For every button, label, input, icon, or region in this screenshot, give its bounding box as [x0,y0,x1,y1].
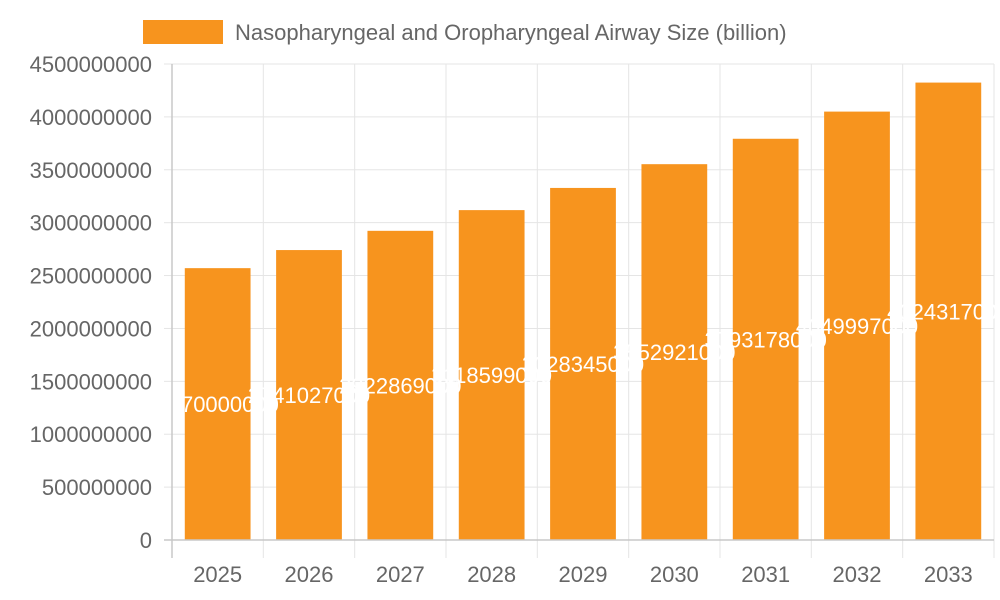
y-tick-label: 4500000000 [30,52,152,77]
bar[interactable] [915,82,982,540]
bar-value-label: 3328345000 [522,352,644,377]
y-tick-label: 1000000000 [30,422,152,447]
y-tick-label: 0 [140,528,152,553]
legend-swatch [143,20,223,44]
y-tick-label: 3500000000 [30,158,152,183]
x-tick-label: 2026 [285,562,334,587]
bar-value-label: 4049997000 [796,314,918,339]
bar[interactable] [732,138,799,541]
bar-value-label: 3118599000 [431,363,552,388]
bar[interactable] [824,111,890,541]
x-tick-label: 2027 [376,562,425,587]
y-tick-label: 500000000 [42,475,152,500]
bar-value-label: 4324317000 [887,299,1000,324]
y-axis-ticks: 0 500000000 1000000000 1500000000 2000000000… [30,52,152,553]
data-labels: 2570000000274102700029228690003118599000… [156,299,1000,417]
y-tick-label: 2000000000 [30,316,152,341]
axes [164,64,994,558]
x-tick-label: 2028 [467,562,516,587]
bar[interactable] [184,268,251,540]
x-tick-label: 2032 [833,562,882,587]
bar[interactable] [276,250,342,541]
legend[interactable]: Nasopharyngeal and Oropharyngeal Airway … [143,20,787,45]
x-tick-label: 2025 [193,562,242,587]
y-tick-label: 3000000000 [30,211,152,236]
bar-value-label: 2922869000 [339,373,461,398]
bar-value-label: 3793178000 [704,327,826,352]
y-tick-label: 2500000000 [30,264,152,289]
bar[interactable] [367,230,434,540]
bars [184,82,982,541]
legend-label: Nasopharyngeal and Oropharyngeal Airway … [235,20,787,45]
x-tick-label: 2030 [650,562,699,587]
bar-value-label: 3552921000 [613,340,735,365]
bar[interactable] [458,210,525,540]
bar[interactable] [550,187,616,540]
y-tick-label: 4000000000 [30,105,152,130]
y-tick-label: 1500000000 [30,369,152,394]
bar-value-label: 2570000000 [156,392,278,417]
x-tick-label: 2031 [741,562,790,587]
x-axis-ticks: 2025 2026 2027 2028 2029 2030 2031 2032 2033 [193,562,973,587]
x-tick-label: 2029 [559,562,608,587]
x-tick-label: 2033 [924,562,973,587]
bar[interactable] [641,164,708,540]
bar-value-label: 2741027000 [248,383,370,408]
